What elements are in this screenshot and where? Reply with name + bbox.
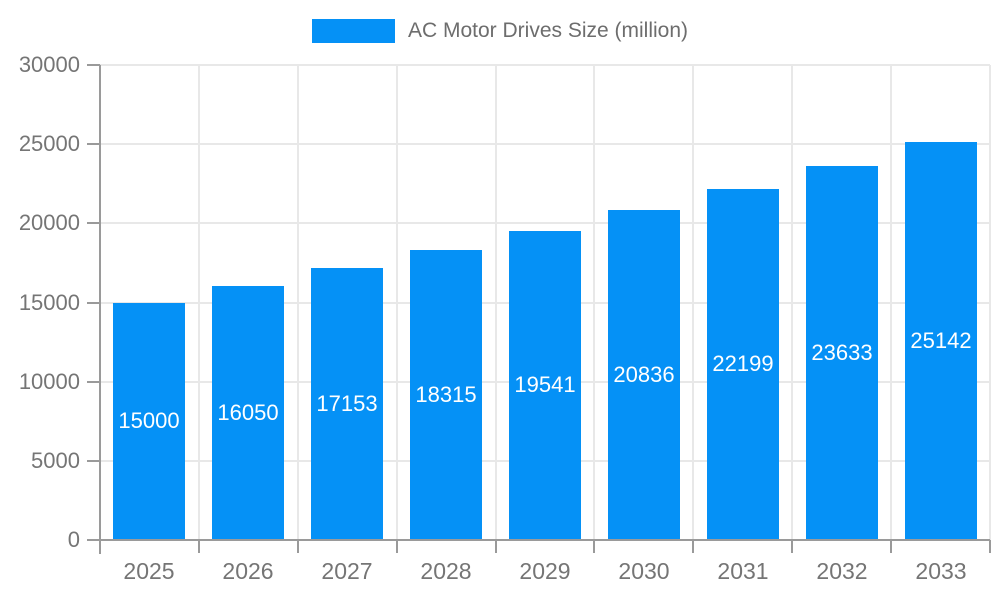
bar: 23633: [806, 165, 878, 540]
y-tick-label: 5000: [31, 447, 80, 473]
bar: 18315: [410, 250, 482, 540]
y-tick-label: 10000: [18, 368, 80, 394]
bar-value-label: 16050: [217, 399, 279, 425]
x-tick-label: 2027: [321, 558, 373, 584]
bar: 15000: [113, 302, 185, 540]
x-tick-label: 2033: [915, 558, 967, 584]
x-tick-mark: [692, 540, 695, 553]
x-tick-mark: [791, 540, 794, 553]
bar-value-label: 25142: [910, 327, 972, 353]
bar: 25142: [905, 141, 977, 540]
bar-value-label: 20836: [613, 362, 675, 388]
y-tick-mark: [87, 143, 100, 146]
v-gridline: [989, 65, 991, 540]
y-tick-label: 20000: [18, 210, 80, 236]
y-tick-mark: [87, 64, 100, 66]
y-tick-label: 25000: [18, 131, 80, 157]
v-gridline: [890, 65, 893, 540]
v-gridline: [395, 65, 398, 540]
x-tick-mark: [197, 540, 200, 553]
x-tick-label: 2025: [123, 558, 175, 584]
x-tick-label: 2030: [618, 558, 670, 584]
bar-value-label: 15000: [118, 408, 180, 434]
v-gridline: [494, 65, 497, 540]
x-tick-label: 2029: [519, 558, 571, 584]
y-tick-mark: [87, 222, 100, 225]
bar-value-label: 22199: [712, 351, 774, 377]
x-tick-mark: [890, 540, 893, 553]
bar-value-label: 17153: [316, 391, 378, 417]
x-tick-mark: [593, 540, 596, 553]
bar-value-label: 18315: [415, 381, 477, 407]
y-tick-mark: [87, 539, 100, 541]
plot-area: 15000 16050 17153 18315 19541 20836 22199 23633…: [99, 64, 991, 541]
x-tick-mark: [395, 540, 398, 553]
legend-label: AC Motor Drives Size (million): [407, 19, 689, 42]
bar-value-label: 23633: [811, 339, 873, 365]
x-tick-mark: [989, 540, 991, 553]
y-tick-label: 30000: [18, 52, 80, 77]
bar: 16050: [212, 285, 284, 540]
h-gridline: [100, 143, 990, 146]
chart-legend: AC Motor Drives Size (million): [0, 17, 1000, 45]
bar-value-label: 19541: [514, 372, 576, 398]
bar: 17153: [311, 268, 383, 540]
x-tick-mark: [99, 540, 101, 553]
x-tick-mark: [296, 540, 299, 553]
x-tick-mark: [494, 540, 497, 553]
y-tick-mark: [87, 459, 100, 462]
v-gridline: [791, 65, 794, 540]
bar: 20836: [608, 210, 680, 540]
v-gridline: [692, 65, 695, 540]
x-tick-label: 2031: [717, 558, 769, 584]
legend-swatch: [311, 19, 395, 43]
v-gridline: [197, 65, 200, 540]
h-gridline: [100, 64, 990, 66]
y-tick-mark: [87, 380, 100, 383]
v-gridline: [296, 65, 299, 540]
x-tick-label: 2032: [816, 558, 868, 584]
y-tick-label: 15000: [18, 289, 80, 315]
bar: 19541: [509, 230, 581, 540]
h-gridline: [100, 222, 990, 225]
x-tick-label: 2028: [420, 558, 472, 584]
bar: 22199: [707, 188, 779, 540]
v-gridline: [593, 65, 596, 540]
y-tick-label: 0: [67, 527, 80, 552]
y-tick-mark: [87, 301, 100, 304]
x-tick-label: 2026: [222, 558, 274, 584]
x-axis-line: [98, 539, 990, 541]
y-axis-line: [99, 65, 101, 554]
